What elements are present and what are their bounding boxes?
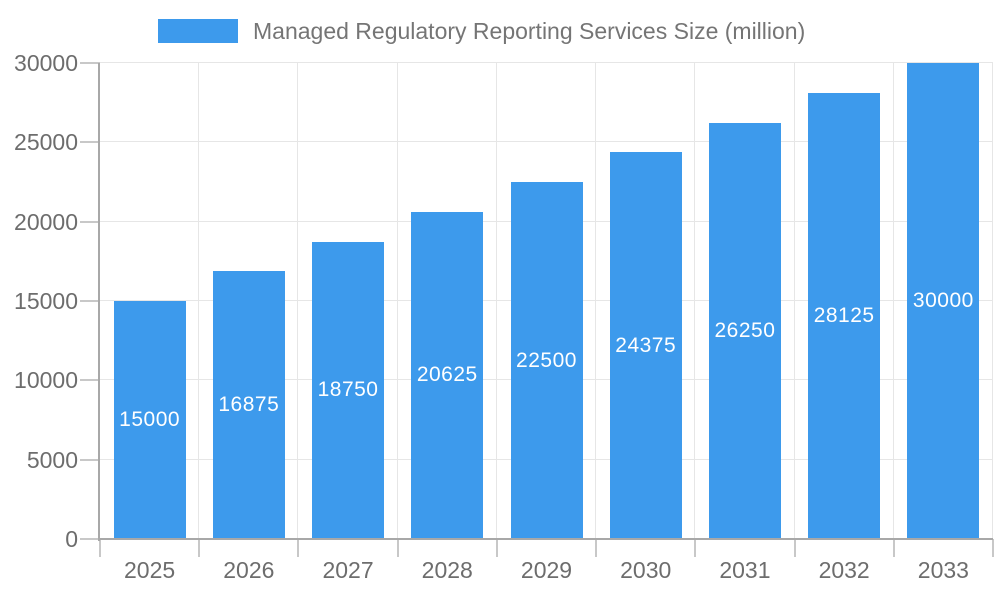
gridline-vertical — [495, 63, 497, 539]
y-axis-line — [98, 63, 100, 541]
x-axis-tick — [198, 539, 201, 557]
y-tick-label: 30000 — [14, 50, 78, 76]
y-axis-tick — [80, 379, 100, 382]
gridline-vertical — [992, 63, 993, 539]
bar: 16875 — [212, 271, 285, 539]
bar: 20625 — [411, 211, 484, 539]
gridline-vertical — [793, 63, 795, 539]
y-axis-tick — [80, 141, 100, 144]
x-axis-tick — [992, 539, 994, 557]
bar-value-label: 15000 — [119, 408, 181, 431]
x-axis-line — [98, 538, 993, 540]
y-axis-tick — [80, 538, 100, 540]
bar-value-label: 18750 — [317, 378, 379, 402]
gridline-vertical — [595, 63, 597, 539]
bar: 15000 — [113, 301, 186, 539]
y-tick-label: 5000 — [26, 446, 78, 473]
bar-value-label: 26250 — [714, 318, 776, 342]
gridline-horizontal — [100, 141, 993, 143]
x-tick-label: 2032 — [818, 557, 870, 583]
bar-value-label: 28125 — [813, 303, 875, 327]
bar: 22500 — [510, 182, 583, 539]
y-axis-tick — [80, 458, 100, 461]
x-axis-tick — [694, 539, 697, 557]
gridline-vertical — [198, 63, 200, 539]
x-axis-tick — [495, 539, 498, 557]
x-tick-label: 2029 — [520, 557, 573, 583]
gridline-vertical — [892, 63, 894, 539]
bar-value-label: 20625 — [416, 363, 478, 387]
x-axis-tick — [297, 539, 300, 557]
x-tick-label: 2028 — [421, 557, 473, 583]
gridline-vertical — [694, 63, 696, 539]
bar-value-label: 30000 — [912, 289, 974, 312]
x-tick-label: 2031 — [719, 557, 771, 583]
legend-swatch — [158, 19, 238, 43]
bar-value-label: 16875 — [218, 393, 280, 417]
bar: 24375 — [609, 152, 682, 539]
x-tick-label: 2025 — [124, 557, 176, 583]
gridline-vertical — [396, 63, 398, 539]
x-axis-tick — [396, 539, 399, 557]
y-tick-label: 20000 — [14, 208, 78, 235]
x-tick-label: 2033 — [917, 557, 969, 583]
gridline-horizontal — [100, 62, 993, 63]
x-axis-tick — [892, 539, 895, 557]
bar: 26250 — [708, 122, 781, 539]
x-tick-label: 2030 — [620, 557, 672, 583]
x-tick-label: 2027 — [322, 557, 374, 583]
x-tick-label: 2026 — [223, 557, 275, 583]
x-axis-tick — [793, 539, 796, 557]
bar: 18750 — [312, 241, 385, 539]
y-axis-tick — [80, 220, 100, 223]
y-axis-tick — [80, 62, 100, 64]
legend-label: Managed Regulatory Reporting Services Si… — [253, 17, 806, 44]
y-tick-label: 25000 — [14, 129, 78, 156]
x-axis-tick — [99, 539, 101, 557]
y-tick-label: 15000 — [14, 288, 78, 314]
gridline-vertical — [297, 63, 299, 539]
x-axis-tick — [595, 539, 598, 557]
y-tick-label: 0 — [65, 526, 78, 552]
y-tick-label: 10000 — [14, 367, 78, 394]
bar: 30000 — [907, 63, 980, 539]
bar: 28125 — [808, 92, 881, 539]
y-axis-tick — [80, 300, 100, 302]
bar-value-label: 24375 — [615, 333, 677, 357]
bar-value-label: 22500 — [516, 348, 577, 372]
legend: Managed Regulatory Reporting Services Si… — [158, 17, 806, 44]
